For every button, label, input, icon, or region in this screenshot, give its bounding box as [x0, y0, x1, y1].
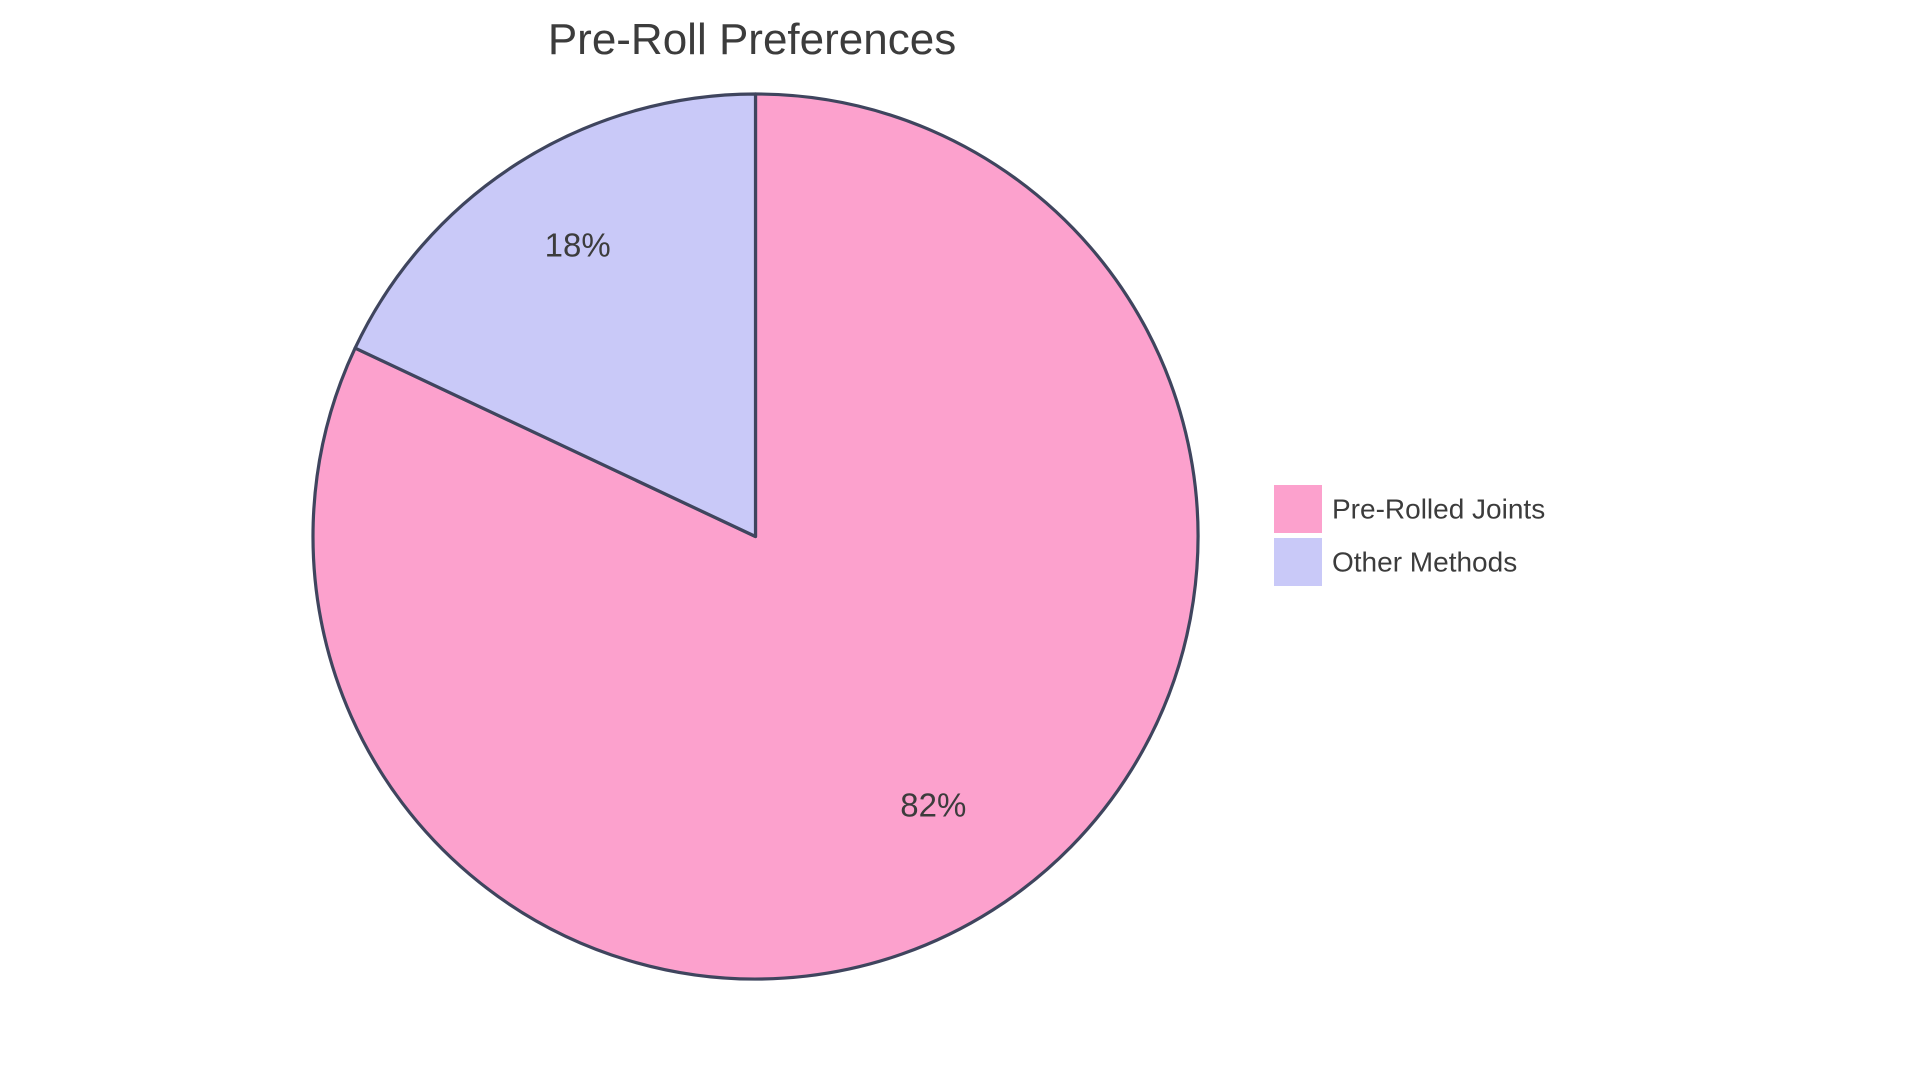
pie-slice-pre-rolled-joints: [311, 92, 1200, 981]
pie: 82% 18%: [311, 92, 1200, 981]
legend-swatch-pre-rolled-joints: [1274, 485, 1322, 533]
slice-percentage-label-other-methods: 18%: [545, 226, 611, 263]
legend-swatch-other-methods: [1274, 538, 1322, 586]
legend-label-pre-rolled-joints: Pre-Rolled Joints: [1332, 494, 1545, 525]
legend-label-other-methods: Other Methods: [1332, 547, 1517, 578]
legend: Pre-Rolled Joints Other Methods: [1274, 485, 1545, 586]
chart-title: Pre-Roll Preferences: [548, 15, 956, 64]
slice-percentage-label-pre-rolled-joints: 82%: [900, 787, 966, 824]
pie-slice-other-methods: [353, 92, 758, 539]
